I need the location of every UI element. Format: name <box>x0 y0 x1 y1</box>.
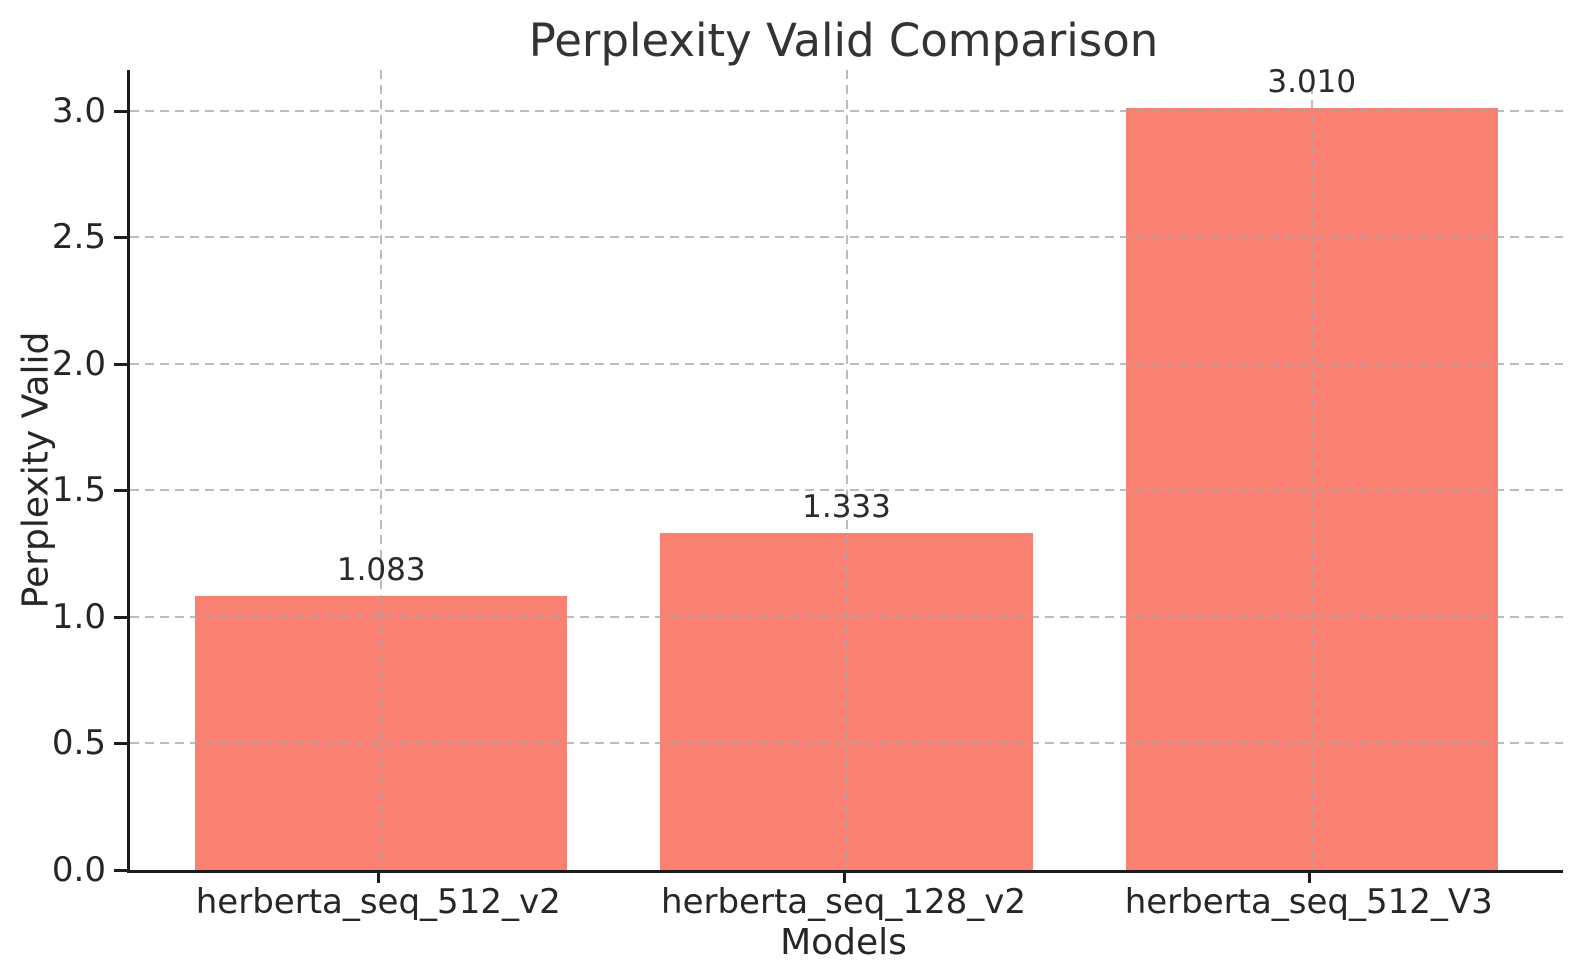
bar-value-label: 1.333 <box>802 488 891 525</box>
y-tick-mark <box>114 362 127 366</box>
y-tick-label: 0.0 <box>51 850 106 890</box>
y-tick-label: 2.0 <box>51 343 106 384</box>
bar-value-label: 1.083 <box>336 551 426 588</box>
y-tick-label: 2.5 <box>51 217 106 258</box>
y-tick-mark <box>114 109 127 113</box>
x-tick-mark <box>842 873 846 883</box>
x-tick-mark <box>377 873 381 883</box>
y-tick-mark <box>114 236 127 240</box>
y-tick-label: 0.5 <box>51 723 106 764</box>
x-gridline <box>1310 70 1313 870</box>
y-tick-mark <box>114 742 127 746</box>
chart-title: Perplexity Valid Comparison <box>528 14 1159 67</box>
x-gridline <box>845 70 848 870</box>
y-tick-mark <box>114 615 127 619</box>
x-gridline <box>380 70 383 870</box>
y-tick-mark <box>114 489 127 493</box>
y-tick-label: 3.0 <box>51 90 106 131</box>
y-tick-label: 1.5 <box>51 470 106 511</box>
x-tick-label: herberta_seq_512_v2 <box>195 882 561 922</box>
y-tick-mark <box>114 869 127 872</box>
x-tick-label: herberta_seq_512_V3 <box>1124 882 1493 922</box>
plot-area: 1.083 1.333 3.010 <box>127 64 1563 873</box>
y-tick-label: 1.0 <box>51 596 106 637</box>
x-tick-mark <box>1307 873 1311 883</box>
x-axis-label: Models <box>780 922 907 963</box>
bar-value-label: 3.010 <box>1267 64 1357 101</box>
x-tick-label: herberta_seq_128_v2 <box>661 882 1026 922</box>
